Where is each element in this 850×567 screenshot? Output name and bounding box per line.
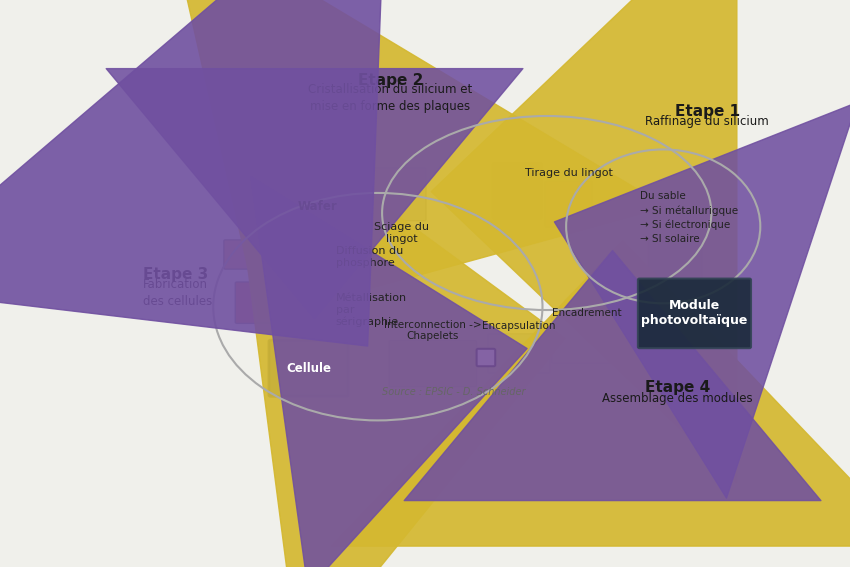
Text: Cristallisation du silicium et
mise en forme des plaques: Cristallisation du silicium et mise en f… bbox=[309, 83, 473, 113]
FancyBboxPatch shape bbox=[269, 340, 348, 396]
Text: Métallisation
par
sérigraphie: Métallisation par sérigraphie bbox=[336, 293, 407, 327]
FancyBboxPatch shape bbox=[488, 334, 550, 373]
Text: Du sable
→ Si métallurigque
→ Si électronique
→ SI solaire: Du sable → Si métallurigque → Si électro… bbox=[639, 191, 738, 244]
Text: Etape 4: Etape 4 bbox=[645, 380, 711, 395]
Text: Interconnection ->
Chapelets: Interconnection -> Chapelets bbox=[384, 320, 482, 341]
Text: Encadrement: Encadrement bbox=[552, 308, 622, 318]
Text: Raffinage du silicium: Raffinage du silicium bbox=[645, 115, 769, 128]
Text: Source : EPSIC - D. Schneider: Source : EPSIC - D. Schneider bbox=[382, 387, 525, 397]
FancyBboxPatch shape bbox=[545, 181, 592, 227]
Text: Cellule: Cellule bbox=[286, 362, 332, 375]
FancyBboxPatch shape bbox=[492, 163, 542, 219]
Text: Tirage du lingot: Tirage du lingot bbox=[524, 168, 613, 177]
Text: Wafer: Wafer bbox=[298, 200, 337, 213]
FancyBboxPatch shape bbox=[638, 278, 751, 348]
Text: Diffusion du
phosphore: Diffusion du phosphore bbox=[336, 247, 403, 268]
FancyBboxPatch shape bbox=[224, 240, 299, 269]
Text: Etape 1: Etape 1 bbox=[675, 104, 740, 119]
FancyBboxPatch shape bbox=[648, 240, 702, 280]
Text: Etape 3: Etape 3 bbox=[143, 266, 208, 282]
Text: Module
photovoltaïque: Module photovoltaïque bbox=[641, 299, 748, 327]
FancyBboxPatch shape bbox=[477, 349, 496, 366]
FancyBboxPatch shape bbox=[235, 282, 298, 323]
Text: Assemblage des modules: Assemblage des modules bbox=[603, 392, 753, 405]
Text: Sciage du
lingot: Sciage du lingot bbox=[374, 222, 429, 244]
Text: Encapsulation: Encapsulation bbox=[482, 321, 556, 332]
FancyBboxPatch shape bbox=[265, 270, 296, 292]
FancyBboxPatch shape bbox=[388, 340, 477, 387]
Text: Fabrication
des cellules: Fabrication des cellules bbox=[143, 278, 212, 308]
Text: Etape 2: Etape 2 bbox=[358, 73, 423, 87]
FancyBboxPatch shape bbox=[552, 317, 623, 363]
FancyBboxPatch shape bbox=[355, 168, 426, 221]
